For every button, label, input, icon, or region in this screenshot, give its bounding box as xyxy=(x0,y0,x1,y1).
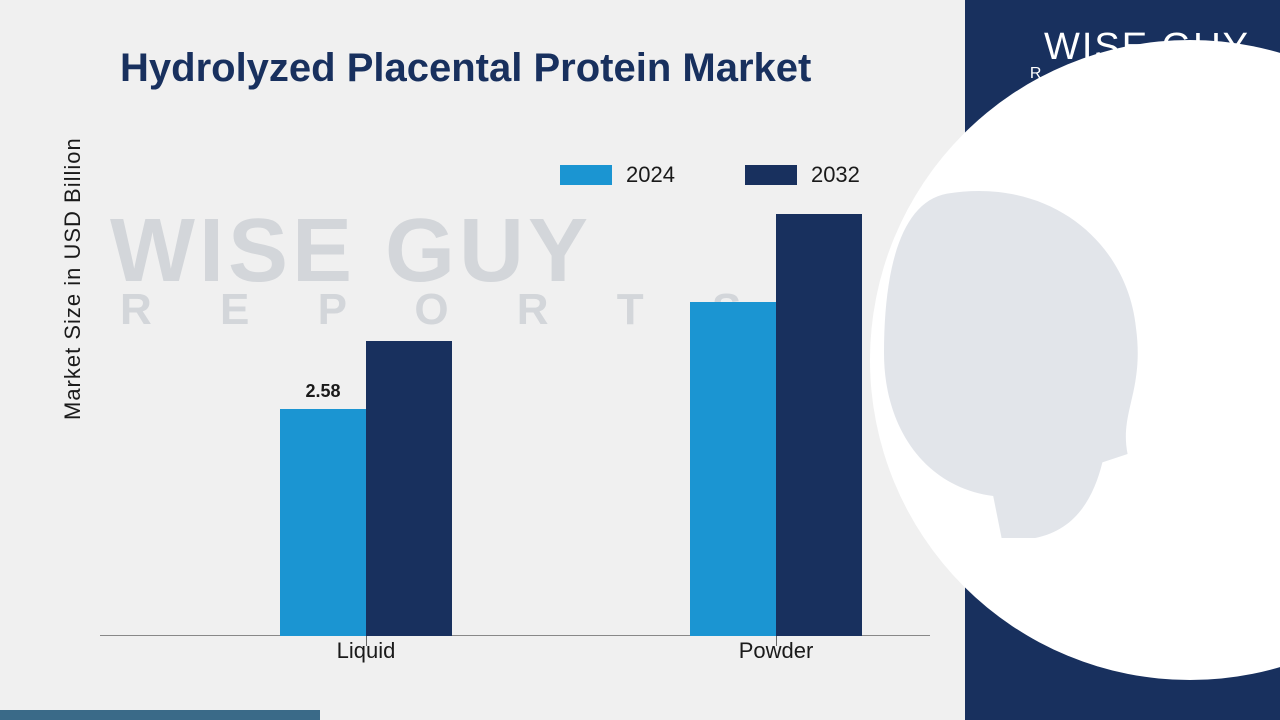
decor-circle xyxy=(870,40,1280,680)
bar-group xyxy=(690,214,862,636)
plot-area: 2.58LiquidPowder xyxy=(100,200,930,660)
y-axis-label: Market Size in USD Billion xyxy=(60,137,86,420)
chart-canvas: WISE GUY R E P O R T S Hydrolyzed Placen… xyxy=(0,0,1280,720)
legend-swatch-2024 xyxy=(560,165,612,185)
category-label: Liquid xyxy=(266,638,466,664)
legend-label-2024: 2024 xyxy=(626,162,675,188)
legend-item-2032: 2032 xyxy=(745,162,860,188)
legend: 2024 2032 xyxy=(560,162,860,188)
chart-title: Hydrolyzed Placental Protein Market xyxy=(120,46,811,91)
legend-swatch-2032 xyxy=(745,165,797,185)
bar: 2.58 xyxy=(280,409,366,636)
bar xyxy=(690,302,776,636)
legend-label-2032: 2032 xyxy=(811,162,860,188)
bottom-accent-bar xyxy=(0,710,320,720)
bar xyxy=(366,341,452,636)
bar xyxy=(776,214,862,636)
legend-item-2024: 2024 xyxy=(560,162,675,188)
logo: WISE GUY R E P O R T S xyxy=(1030,28,1250,82)
bar-group: 2.58 xyxy=(280,341,452,636)
category-label: Powder xyxy=(676,638,876,664)
logo-head-icon xyxy=(1160,46,1248,134)
bar-value-label: 2.58 xyxy=(305,381,340,402)
